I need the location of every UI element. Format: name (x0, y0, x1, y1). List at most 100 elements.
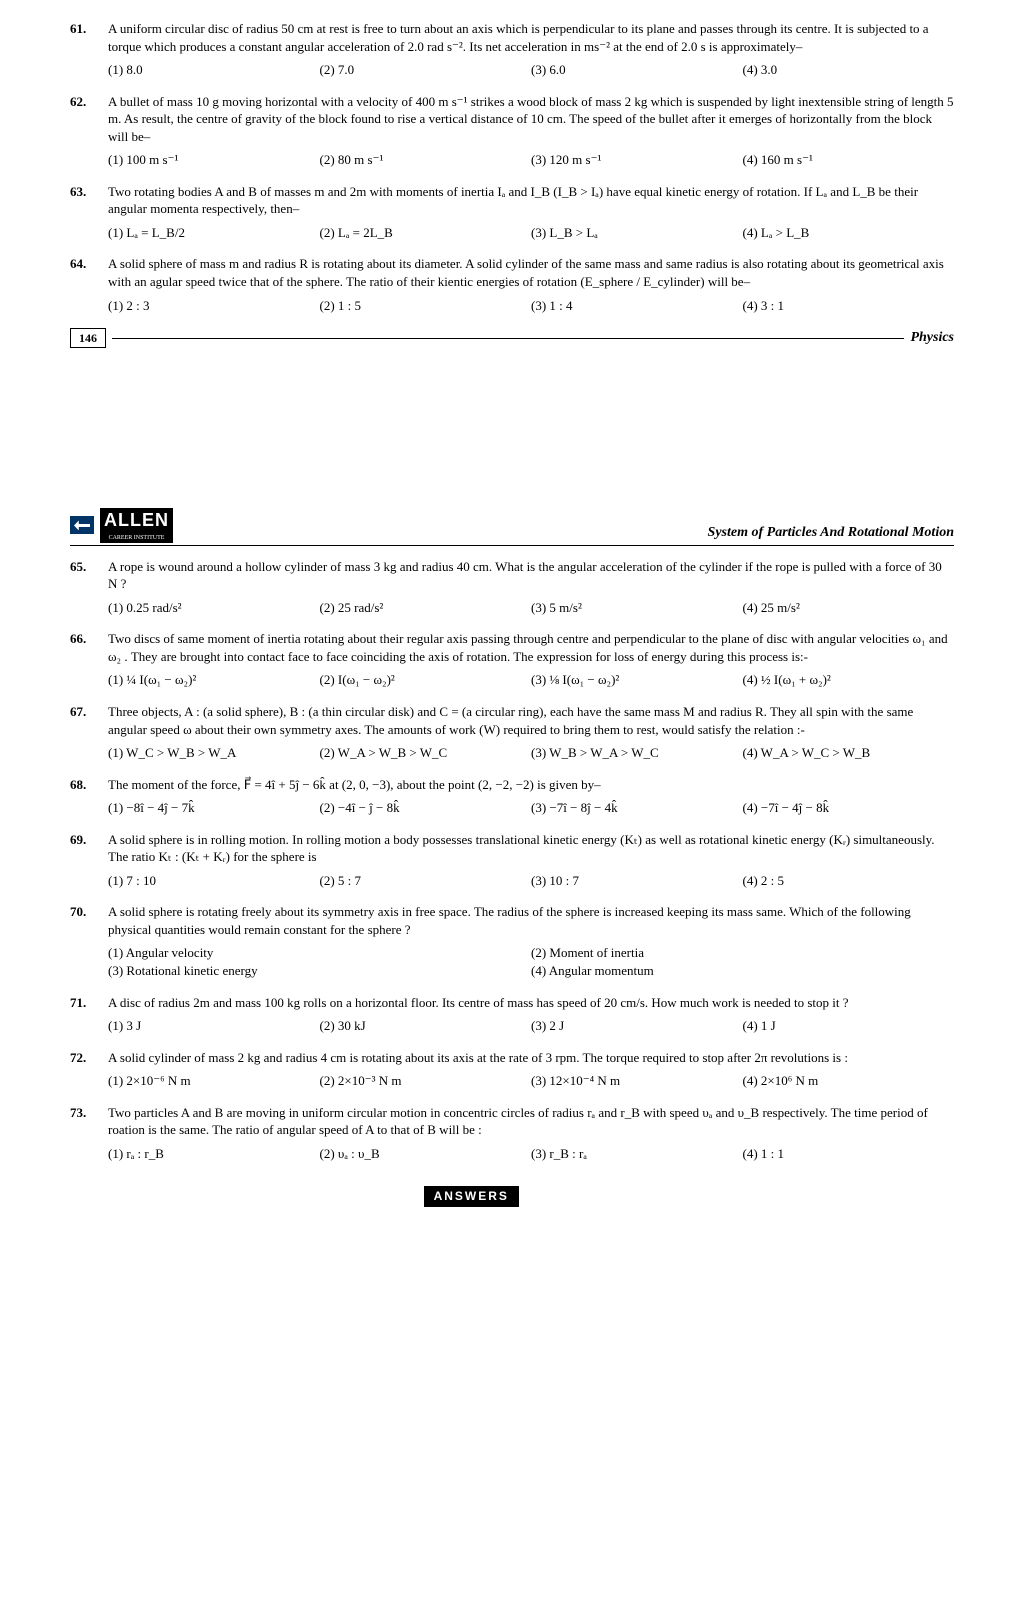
question-71: 71. A disc of radius 2m and mass 100 kg … (70, 994, 954, 1035)
qnum: 72. (70, 1049, 108, 1090)
qnum: 61. (70, 20, 108, 79)
option: (2) Moment of inertia (531, 944, 954, 962)
page-footer: 146 Physics (70, 328, 954, 348)
options: (1) Lₐ = L_B/2 (2) Lₐ = 2L_B (3) L_B > L… (108, 224, 954, 242)
question-text: A bullet of mass 10 g moving horizontal … (108, 93, 954, 146)
option: (4) Angular momentum (531, 962, 954, 980)
qnum: 65. (70, 558, 108, 617)
option: (1) 0.25 rad/s² (108, 599, 320, 617)
question-73: 73. Two particles A and B are moving in … (70, 1104, 954, 1163)
options: (1) rₐ : r_B (2) υₐ : υ_B (3) r_B : rₐ (… (108, 1145, 954, 1163)
options: (1) 0.25 rad/s² (2) 25 rad/s² (3) 5 m/s²… (108, 599, 954, 617)
options: (1) 3 J (2) 30 kJ (3) 2 J (4) 1 J (108, 1017, 954, 1035)
page-gap (70, 388, 954, 508)
option: (4) 1 J (743, 1017, 955, 1035)
footer-label: Physics (910, 329, 954, 348)
option: (1) ¼ I(ω₁ − ω₂)² (108, 671, 320, 689)
question-68: 68. The moment of the force, F⃗ = 4î + 5… (70, 776, 954, 817)
qnum: 68. (70, 776, 108, 817)
option: (3) W_B > W_A > W_C (531, 744, 743, 762)
option: (2) 2×10⁻³ N m (320, 1072, 532, 1090)
question-text: Two discs of same moment of inertia rota… (108, 630, 954, 665)
option: (1) −8î − 4ĵ − 7k̂ (108, 799, 320, 817)
qnum: 73. (70, 1104, 108, 1163)
option: (3) 2 J (531, 1017, 743, 1035)
question-text: The moment of the force, F⃗ = 4î + 5ĵ − … (108, 776, 954, 794)
question-text: A solid sphere of mass m and radius R is… (108, 255, 954, 290)
qnum: 63. (70, 183, 108, 242)
option: (3) 1 : 4 (531, 297, 743, 315)
question-72: 72. A solid cylinder of mass 2 kg and ra… (70, 1049, 954, 1090)
page-1: 61. A uniform circular disc of radius 50… (70, 20, 954, 348)
option: (1) 8.0 (108, 61, 320, 79)
option: (4) 2×10⁶ N m (743, 1072, 955, 1090)
page-number: 146 (70, 328, 106, 348)
option: (2) I(ω₁ − ω₂)² (320, 671, 532, 689)
options: (1) Angular velocity (2) Moment of inert… (108, 944, 954, 979)
options: (1) W_C > W_B > W_A (2) W_A > W_B > W_C … (108, 744, 954, 762)
question-text: Three objects, A : (a solid sphere), B :… (108, 703, 954, 738)
option: (2) 30 kJ (320, 1017, 532, 1035)
qnum: 64. (70, 255, 108, 314)
question-text: Two particles A and B are moving in unif… (108, 1104, 954, 1139)
option: (3) 5 m/s² (531, 599, 743, 617)
options: (1) 2×10⁻⁶ N m (2) 2×10⁻³ N m (3) 12×10⁻… (108, 1072, 954, 1090)
option: (4) −7î − 4ĵ − 8k̂ (743, 799, 955, 817)
option: (3) 120 m s⁻¹ (531, 151, 743, 169)
option: (3) 6.0 (531, 61, 743, 79)
option: (4) 1 : 1 (743, 1145, 955, 1163)
question-67: 67. Three objects, A : (a solid sphere),… (70, 703, 954, 762)
question-text: A solid sphere is in rolling motion. In … (108, 831, 954, 866)
option: (2) 1 : 5 (320, 297, 532, 315)
options: (1) ¼ I(ω₁ − ω₂)² (2) I(ω₁ − ω₂)² (3) ⅛ … (108, 671, 954, 689)
option: (4) ½ I(ω₁ + ω₂)² (743, 671, 955, 689)
option: (4) 3.0 (743, 61, 955, 79)
option: (2) 7.0 (320, 61, 532, 79)
option: (4) 160 m s⁻¹ (743, 151, 955, 169)
option: (2) W_A > W_B > W_C (320, 744, 532, 762)
qnum: 69. (70, 831, 108, 890)
logo-text: ALLEN (100, 508, 173, 532)
qnum: 67. (70, 703, 108, 762)
qnum: 66. (70, 630, 108, 689)
question-text: A uniform circular disc of radius 50 cm … (108, 20, 954, 55)
option: (1) 2 : 3 (108, 297, 320, 315)
option: (3) L_B > Lₐ (531, 224, 743, 242)
question-text: Two rotating bodies A and B of masses m … (108, 183, 954, 218)
option: (2) Lₐ = 2L_B (320, 224, 532, 242)
options: (1) 8.0 (2) 7.0 (3) 6.0 (4) 3.0 (108, 61, 954, 79)
option: (2) υₐ : υ_B (320, 1145, 532, 1163)
options: (1) −8î − 4ĵ − 7k̂ (2) −4î − ĵ − 8k̂ (3)… (108, 799, 954, 817)
question-64: 64. A solid sphere of mass m and radius … (70, 255, 954, 314)
option: (4) 25 m/s² (743, 599, 955, 617)
logo-subtitle: CAREER INSTITUTE (100, 533, 173, 543)
qnum: 62. (70, 93, 108, 169)
option: (3) r_B : rₐ (531, 1145, 743, 1163)
question-70: 70. A solid sphere is rotating freely ab… (70, 903, 954, 979)
option: (3) 10 : 7 (531, 872, 743, 890)
option: (1) Lₐ = L_B/2 (108, 224, 320, 242)
options: (1) 2 : 3 (2) 1 : 5 (3) 1 : 4 (4) 3 : 1 (108, 297, 954, 315)
option: (4) 2 : 5 (743, 872, 955, 890)
page-header: ALLEN CAREER INSTITUTE System of Particl… (70, 508, 954, 545)
option: (1) rₐ : r_B (108, 1145, 320, 1163)
flag-icon (70, 516, 94, 534)
option: (1) 7 : 10 (108, 872, 320, 890)
option: (2) 25 rad/s² (320, 599, 532, 617)
question-69: 69. A solid sphere is in rolling motion.… (70, 831, 954, 890)
question-63: 63. Two rotating bodies A and B of masse… (70, 183, 954, 242)
option: (2) 5 : 7 (320, 872, 532, 890)
question-66: 66. Two discs of same moment of inertia … (70, 630, 954, 689)
qnum: 70. (70, 903, 108, 979)
page-2: ALLEN CAREER INSTITUTE System of Particl… (70, 508, 954, 1206)
option: (2) −4î − ĵ − 8k̂ (320, 799, 532, 817)
allen-logo: ALLEN CAREER INSTITUTE (70, 508, 173, 542)
section-title: System of Particles And Rotational Motio… (173, 524, 954, 543)
divider (112, 338, 904, 339)
answers-label: ANSWERS (424, 1186, 519, 1206)
question-65: 65. A rope is wound around a hollow cyli… (70, 558, 954, 617)
option: (3) Rotational kinetic energy (108, 962, 531, 980)
question-61: 61. A uniform circular disc of radius 50… (70, 20, 954, 79)
question-62: 62. A bullet of mass 10 g moving horizon… (70, 93, 954, 169)
question-text: A solid cylinder of mass 2 kg and radius… (108, 1049, 954, 1067)
